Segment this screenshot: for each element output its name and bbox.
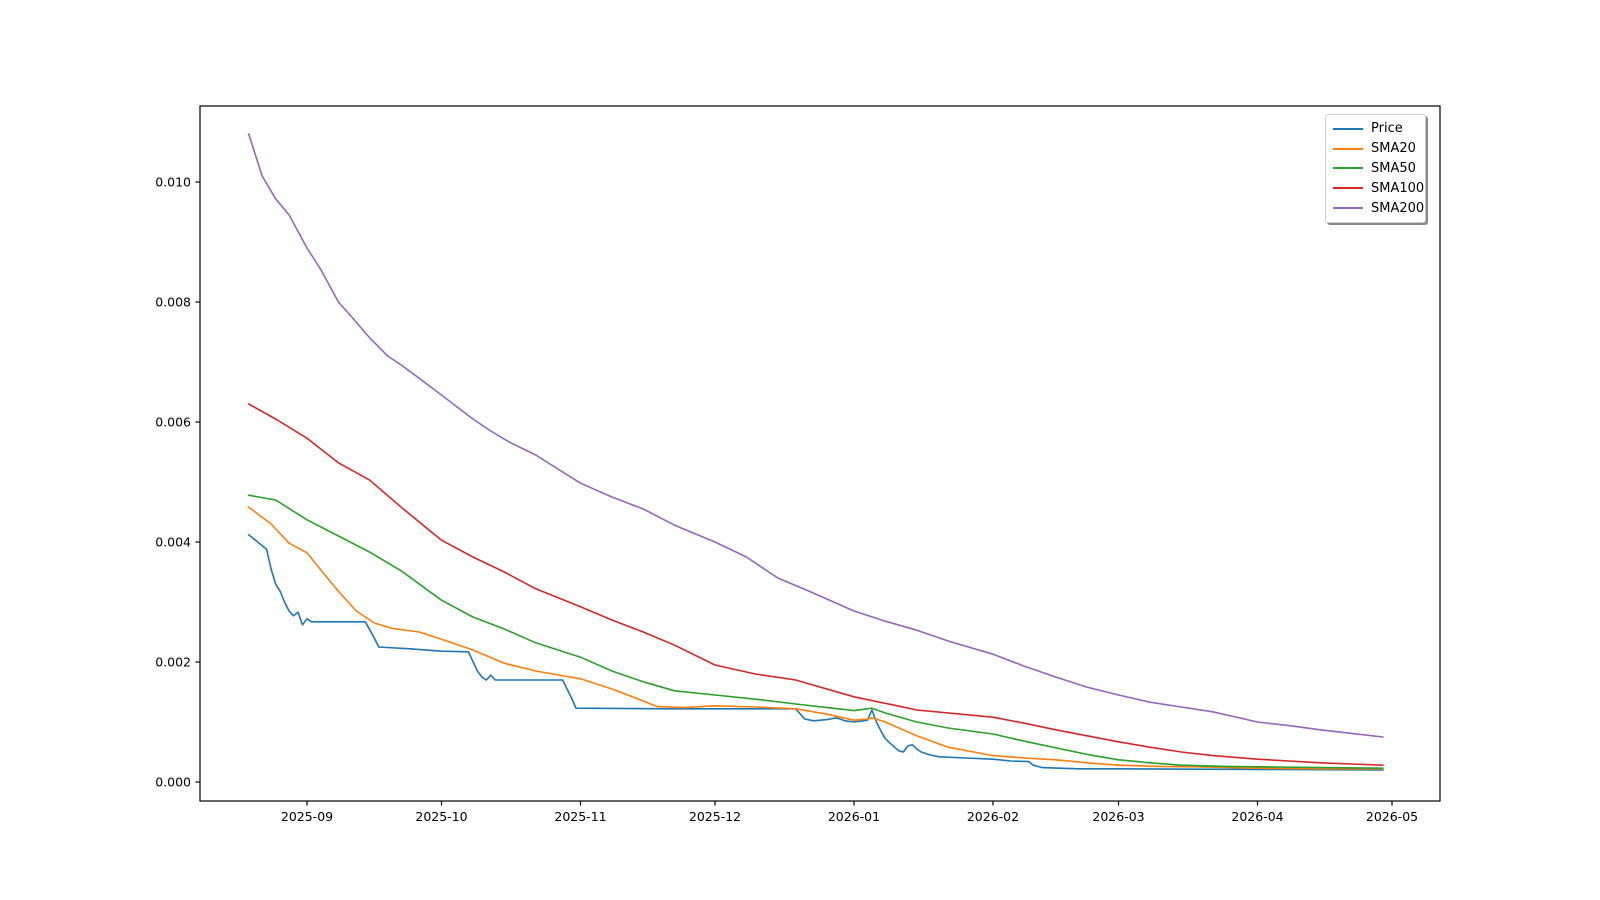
legend-entry-sma20: SMA20	[1333, 139, 1418, 158]
series-line-sma100	[247, 403, 1384, 767]
x-tick-label: 2025-12	[689, 809, 741, 824]
legend-label: Price	[1371, 121, 1403, 137]
y-tick-label: 0.004	[155, 535, 191, 550]
y-tick-label: 0.008	[155, 295, 191, 310]
legend-label: SMA20	[1371, 141, 1416, 157]
x-tick-label: 2026-05	[1366, 809, 1418, 824]
y-tick-label: 0.006	[155, 415, 191, 430]
legend-label: SMA100	[1371, 180, 1425, 196]
x-tick-label: 2025-11	[554, 809, 606, 824]
legend-label: SMA50	[1371, 160, 1416, 176]
series-line-sma20	[247, 506, 1384, 770]
x-tick-label: 2025-10	[415, 809, 467, 824]
legend-entry-sma50: SMA50	[1333, 159, 1418, 178]
legend-line-swatch	[1333, 187, 1363, 190]
legend-line-swatch	[1333, 167, 1363, 170]
series-line-sma200	[247, 133, 1384, 738]
x-tick-label: 2026-03	[1092, 809, 1144, 824]
legend-line-swatch	[1333, 147, 1363, 150]
y-tick-label: 0.002	[155, 655, 191, 670]
series-line-price	[247, 533, 1384, 771]
legend-entry-price: Price	[1333, 119, 1418, 138]
y-tick-label: 0.010	[155, 175, 191, 190]
legend: Price SMA20 SMA50 SMA100 SMA200	[1325, 114, 1426, 223]
legend-line-swatch	[1333, 127, 1363, 130]
legend-entry-sma200: SMA200	[1333, 199, 1424, 218]
legend-line-swatch	[1333, 207, 1363, 210]
y-tick-label: 0.000	[155, 775, 191, 790]
legend-entry-sma100: SMA100	[1333, 179, 1424, 198]
series-line-sma50	[247, 494, 1384, 770]
x-tick-label: 2026-04	[1231, 809, 1283, 824]
legend-label: SMA200	[1371, 200, 1425, 216]
x-tick-label: 2025-09	[281, 809, 333, 824]
plot-frame	[199, 105, 1441, 802]
x-tick-label: 2026-02	[967, 809, 1019, 824]
x-tick-label: 2026-01	[828, 809, 880, 824]
